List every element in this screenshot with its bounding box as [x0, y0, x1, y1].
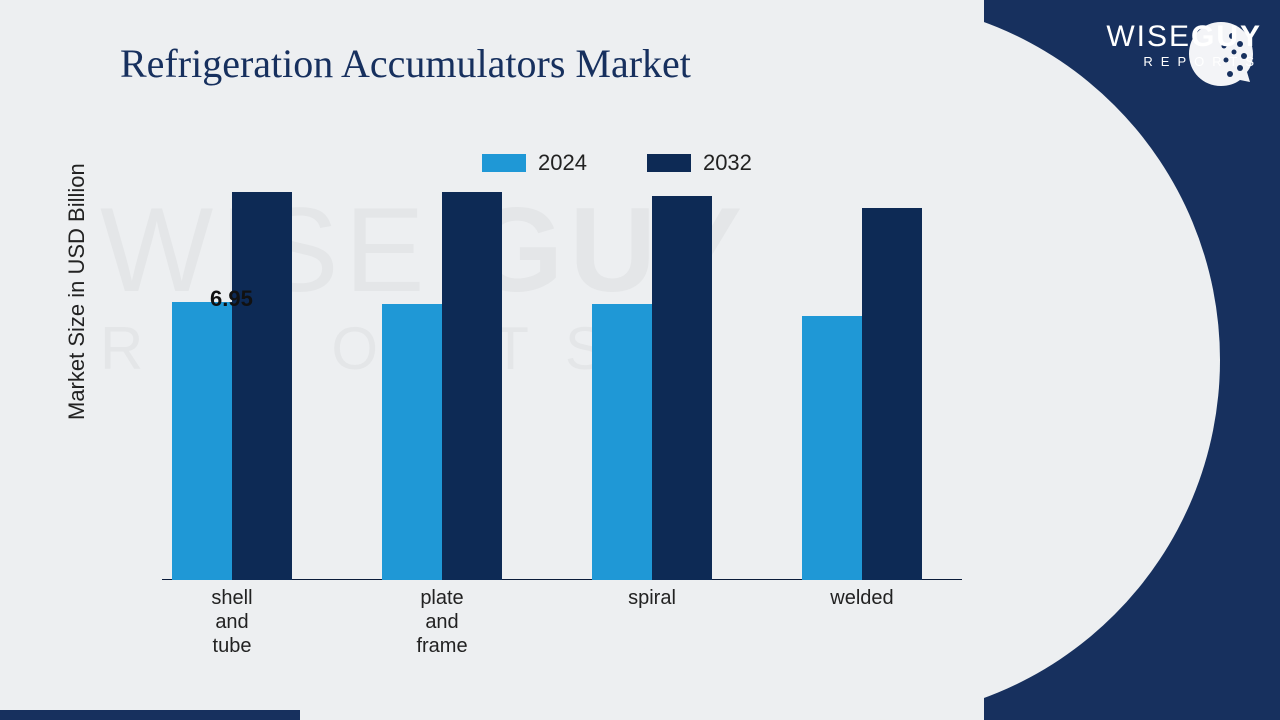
plot-area: shellandtubeplateandframespiralwelded6.9…: [162, 180, 962, 580]
bottom-accent-strip: [0, 710, 300, 720]
legend-swatch-2024: [482, 154, 526, 172]
chart: Market Size in USD Billion 2024 2032 she…: [52, 150, 972, 690]
brand-word-2: GUY: [1191, 20, 1262, 53]
x-axis-label: spiral: [582, 580, 722, 610]
legend-swatch-2032: [647, 154, 691, 172]
bar-2024: [172, 302, 232, 580]
y-axis-label: Market Size in USD Billion: [64, 163, 90, 420]
bar-2024: [802, 316, 862, 580]
legend-label-2032: 2032: [703, 150, 752, 176]
bar-2032: [862, 208, 922, 580]
chart-title: Refrigeration Accumulators Market: [120, 40, 691, 87]
brand-line2: REPORTS: [1106, 54, 1262, 69]
bar-2032: [232, 192, 292, 580]
bar-2024: [382, 304, 442, 580]
legend-item-2024: 2024: [482, 150, 587, 176]
legend-item-2032: 2032: [647, 150, 752, 176]
legend-label-2024: 2024: [538, 150, 587, 176]
legend: 2024 2032: [482, 150, 752, 176]
x-axis-label: plateandframe: [372, 580, 512, 658]
brand-logo: WISEGUY REPORTS: [1106, 22, 1262, 69]
x-axis-label: shellandtube: [162, 580, 302, 658]
canvas: WISEGUY REPORTS Refrigeration Accumulato…: [0, 0, 1280, 720]
brand-line1: WISEGUY: [1106, 22, 1262, 52]
x-axis-label: welded: [792, 580, 932, 610]
brand-word-1: WISE: [1106, 20, 1191, 53]
bar-2032: [652, 196, 712, 580]
bar-2024: [592, 304, 652, 580]
bar-2032: [442, 192, 502, 580]
value-label: 6.95: [210, 286, 253, 312]
